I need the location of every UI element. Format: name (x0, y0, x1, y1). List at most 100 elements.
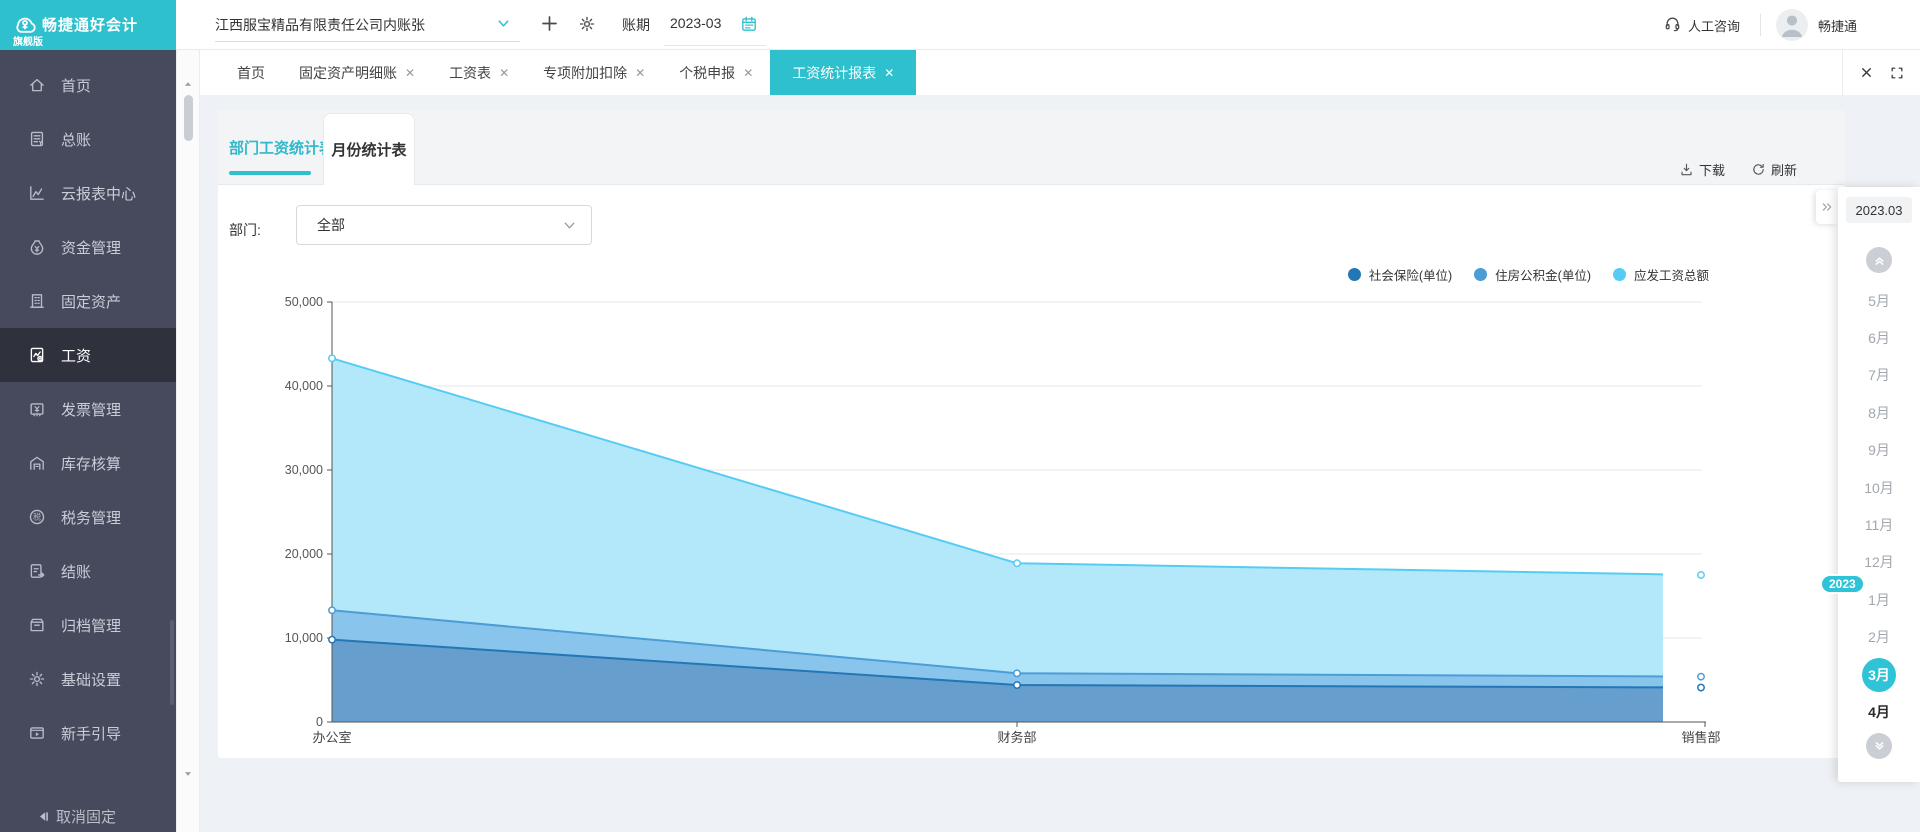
legend-item-1[interactable]: 住房公积金(单位) (1474, 265, 1591, 284)
month-item-4[interactable]: 4月 (1868, 703, 1890, 720)
invoice-icon (28, 400, 46, 418)
month-item-3[interactable]: 3月 (1838, 656, 1920, 693)
sidebar-item-label: 资金管理 (61, 239, 122, 257)
months-scroll-up-button[interactable] (1866, 247, 1892, 273)
sidebar-item-ledger[interactable]: 总账 (0, 112, 176, 166)
department-filter-label: 部门: (229, 222, 261, 238)
svg-text:0: 0 (316, 715, 323, 729)
sidebar-item-tax[interactable]: 税 税务管理 (0, 490, 176, 544)
sidebar-item-asset[interactable]: 固定资产 (0, 274, 176, 328)
download-icon (1679, 162, 1694, 177)
period-value[interactable]: 2023-03 (670, 15, 722, 31)
document-tab-label: 工资表 (449, 64, 492, 81)
fullscreen-icon[interactable] (1890, 66, 1904, 80)
department-select[interactable]: 全部 (296, 205, 592, 245)
cloud-report-icon (28, 184, 46, 202)
month-item-9[interactable]: 9月 (1868, 442, 1890, 459)
header-divider (1760, 14, 1761, 36)
help-link[interactable]: 人工咨询 (1688, 19, 1741, 34)
unpin-sidebar-button[interactable]: 取消固定 (36, 806, 116, 827)
svg-text:10,000: 10,000 (285, 631, 323, 645)
sidebar-item-label: 固定资产 (61, 293, 122, 311)
legend-dot-icon (1347, 268, 1361, 281)
tab-close-icon[interactable]: ✕ (743, 65, 754, 80)
sidebar-item-guide[interactable]: 新手引导 (0, 706, 176, 760)
headset-icon[interactable] (1664, 15, 1681, 37)
month-item-6[interactable]: 6月 (1868, 330, 1890, 347)
year-badge: 2023 (1820, 574, 1865, 594)
tab-month-report[interactable]: 月份统计表 (323, 113, 415, 185)
month-item-1[interactable]: 1月 (1868, 591, 1890, 608)
sidebar-item-home[interactable]: 首页 (0, 58, 176, 112)
scroll-down-arrow-icon[interactable] (177, 768, 199, 780)
document-tab-5[interactable]: 工资统计报表 ✕ (770, 50, 917, 95)
document-tab-0[interactable]: 首页 (220, 50, 282, 95)
cloud-logo-icon (12, 11, 38, 42)
download-button[interactable]: 下载 (1679, 160, 1725, 179)
month-item-11[interactable]: 11月 (1864, 517, 1894, 534)
user-name[interactable]: 畅捷通 (1818, 19, 1858, 34)
month-item-2[interactable]: 2月 (1868, 629, 1890, 646)
calendar-icon[interactable] (740, 15, 758, 38)
unpin-label: 取消固定 (56, 809, 117, 826)
tab-department-salary-report[interactable]: 部门工资统计表 (229, 110, 334, 185)
month-item-8[interactable]: 8月 (1868, 404, 1890, 421)
report-tab-strip: 部门工资统计表 月份统计表 下载 刷新 (218, 110, 1845, 185)
svg-text:财务部: 财务部 (997, 730, 1036, 745)
refresh-label: 刷新 (1770, 163, 1797, 178)
refresh-button[interactable]: 刷新 (1751, 160, 1797, 179)
page-scroll-thumb[interactable] (184, 95, 193, 141)
legend-item-2[interactable]: 应发工资总额 (1612, 265, 1709, 284)
close-all-tabs-icon[interactable] (1859, 65, 1874, 80)
scroll-up-arrow-icon[interactable] (177, 78, 199, 90)
sidebar-item-inventory[interactable]: 库存核算 (0, 436, 176, 490)
tab-close-icon[interactable]: ✕ (635, 65, 646, 80)
document-tab-label: 专项附加扣除 (543, 64, 628, 81)
sidebar-item-fund[interactable]: 资金管理 (0, 220, 176, 274)
sidebar-item-label: 新手引导 (61, 725, 122, 743)
add-account-button[interactable] (540, 14, 559, 38)
legend-label: 社会保险(单位) (1368, 269, 1453, 283)
sidebar-item-label: 总账 (61, 131, 92, 149)
document-tab-3[interactable]: 专项附加扣除 ✕ (526, 50, 662, 95)
sidebar-item-label: 基础设置 (61, 671, 122, 689)
months-scroll-down-button[interactable] (1866, 733, 1892, 759)
document-tab-label: 个税申报 (679, 64, 736, 81)
legend-item-0[interactable]: 社会保险(单位) (1347, 265, 1453, 284)
closing-icon (28, 562, 46, 580)
tab-close-icon[interactable]: ✕ (499, 65, 510, 80)
chevron-down-icon[interactable] (496, 16, 511, 36)
month-item-5[interactable]: 5月 (1868, 292, 1890, 309)
sidebar-item-invoice[interactable]: 发票管理 (0, 382, 176, 436)
report-card: 部门工资统计表 月份统计表 下载 刷新 部门: (218, 110, 1845, 758)
sidebar-item-label: 云报表中心 (61, 185, 137, 203)
brand-logo: 畅捷通好会计 旗舰版 (0, 0, 176, 50)
month-item-12[interactable]: 12月 (1864, 554, 1894, 571)
sidebar-item-label: 工资 (61, 347, 92, 365)
month-list: 5月 6月 7月 8月 9月 10月 11月 12月 1月 2月 3月 4月 (1838, 282, 1920, 731)
legend-dot-icon (1612, 268, 1626, 281)
tab-department-salary-label: 部门工资统计表 (229, 140, 335, 157)
sidebar-item-cloud-report[interactable]: 云报表中心 (0, 166, 176, 220)
unpin-icon (36, 809, 52, 825)
avatar[interactable] (1776, 9, 1808, 41)
document-tab-1[interactable]: 固定资产明细账 ✕ (282, 50, 432, 95)
tab-close-icon[interactable]: ✕ (884, 65, 895, 80)
top-bar: 畅捷通好会计 旗舰版 江西服宝精品有限责任公司内账张 账期 2023-03 人工… (0, 0, 1920, 50)
sidebar-scroll-thumb[interactable] (170, 620, 174, 705)
svg-text:办公室: 办公室 (312, 730, 351, 745)
month-item-7[interactable]: 7月 (1868, 367, 1890, 384)
brand-name: 畅捷通好会计 (42, 17, 139, 34)
sidebar-item-settings[interactable]: 基础设置 (0, 652, 176, 706)
sidebar-item-salary[interactable]: 工资 (0, 328, 176, 382)
gear-icon[interactable] (578, 15, 596, 38)
sidebar-item-archive[interactable]: 归档管理 (0, 598, 176, 652)
company-selector[interactable]: 江西服宝精品有限责任公司内账张 (215, 17, 425, 33)
month-item-10[interactable]: 10月 (1864, 479, 1894, 496)
panel-collapse-handle[interactable] (1816, 190, 1838, 224)
sidebar-item-closing[interactable]: 结账 (0, 544, 176, 598)
tab-close-icon[interactable]: ✕ (405, 65, 416, 80)
document-tab-4[interactable]: 个税申报 ✕ (662, 50, 770, 95)
document-tab-2[interactable]: 工资表 ✕ (432, 50, 526, 95)
